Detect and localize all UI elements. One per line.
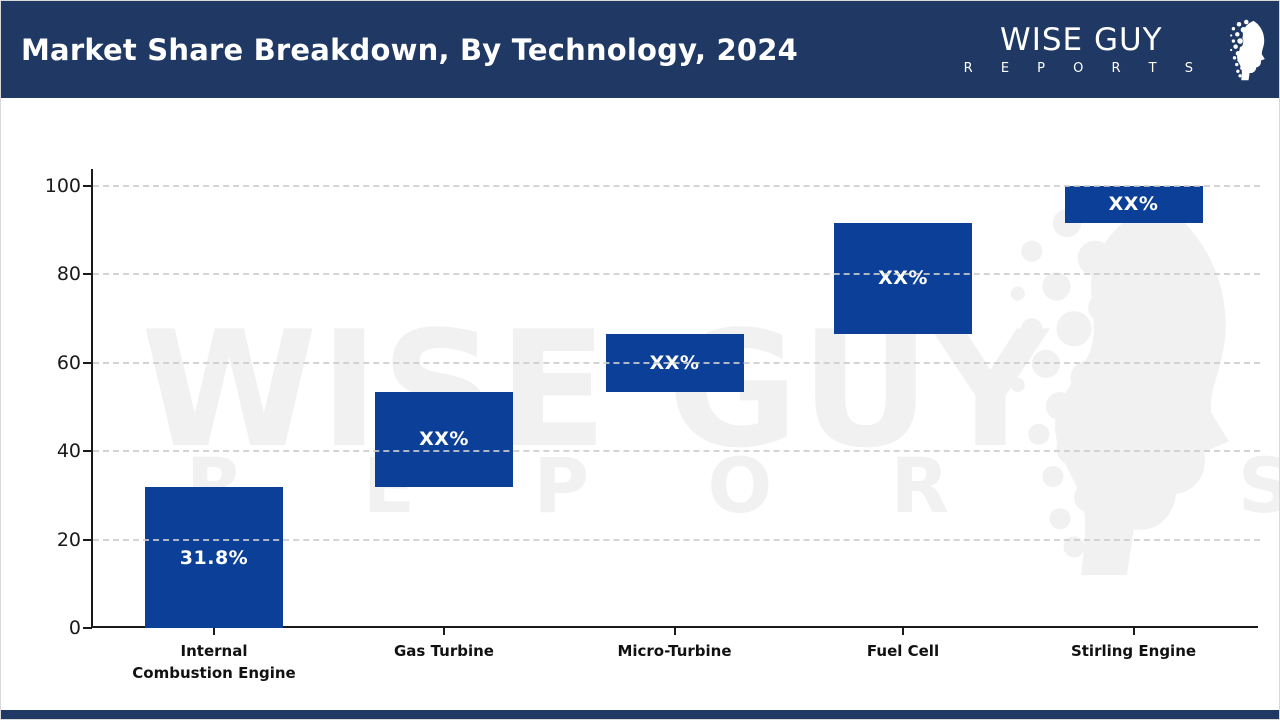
brand-head-icon <box>1230 19 1265 80</box>
x-axis-label-internal-combustion-engine: Internal Combustion Engine <box>132 642 296 682</box>
y-tick-40 <box>83 450 92 453</box>
gridline-y-60 <box>93 361 1260 364</box>
y-tick-label-0: 0 <box>68 617 81 639</box>
x-tick-stirling-engine <box>1132 628 1135 635</box>
brand-tagline: R E P O R T S <box>963 60 1205 76</box>
y-tick-0 <box>83 627 92 629</box>
x-axis-label-stirling-engine: Stirling Engine <box>1070 642 1197 660</box>
bar-value-label: XX% <box>419 428 469 451</box>
x-tick-gas-turbine <box>443 628 445 635</box>
bar-internal-combustion-engine: 31.8% <box>145 487 283 628</box>
y-tick-100 <box>83 185 92 187</box>
plot-area: 31.8% XX% XX% XX% XX% 0 20 40 60 80 100 Internal Co… <box>45 169 1260 682</box>
y-tick-label-80: 80 <box>56 263 81 286</box>
gridline-y-20 <box>93 538 1260 541</box>
y-tick-80 <box>83 273 92 276</box>
brand-logo: WISE GUY R E P O R T S <box>958 9 1267 91</box>
x-tick-fuel-cell <box>902 628 904 635</box>
bar-value-label: 31.8% <box>179 546 249 569</box>
y-tick-60 <box>83 361 92 364</box>
x-axis-label-fuel-cell: Fuel Cell <box>866 642 940 660</box>
gridline-y-80 <box>93 273 1260 276</box>
gridline-y-100 <box>93 185 1260 187</box>
bar-value-label: XX% <box>878 267 928 290</box>
y-tick-label-40: 40 <box>56 440 81 463</box>
bar-value-label: XX% <box>1108 193 1159 216</box>
header-bar: Market Share Breakdown, By Technology, 2… <box>1 1 1279 98</box>
y-tick-label-60: 60 <box>56 351 81 374</box>
x-tick-internal-combustion-engine <box>213 628 215 635</box>
brand-name: WISE GUY <box>1000 21 1163 58</box>
y-tick-label-20: 20 <box>56 528 81 551</box>
x-axis-label-micro-turbine: Micro-Turbine <box>617 642 732 660</box>
y-tick-20 <box>83 538 92 541</box>
x-axis-label-gas-turbine: Gas Turbine <box>394 642 494 660</box>
footer-bar <box>1 710 1279 719</box>
bar-stirling-engine: XX% <box>1064 186 1203 223</box>
bar-gas-turbine: XX% <box>375 391 513 488</box>
gridline-y-40 <box>93 450 1260 453</box>
y-tick-label-100: 100 <box>44 175 81 197</box>
brand-logo-text: WISE GUY R E P O R T S <box>958 21 1205 76</box>
x-tick-micro-turbine <box>673 628 676 635</box>
bar-fuel-cell: XX% <box>834 222 972 335</box>
chart-title: Market Share Breakdown, By Technology, 2… <box>21 32 799 67</box>
